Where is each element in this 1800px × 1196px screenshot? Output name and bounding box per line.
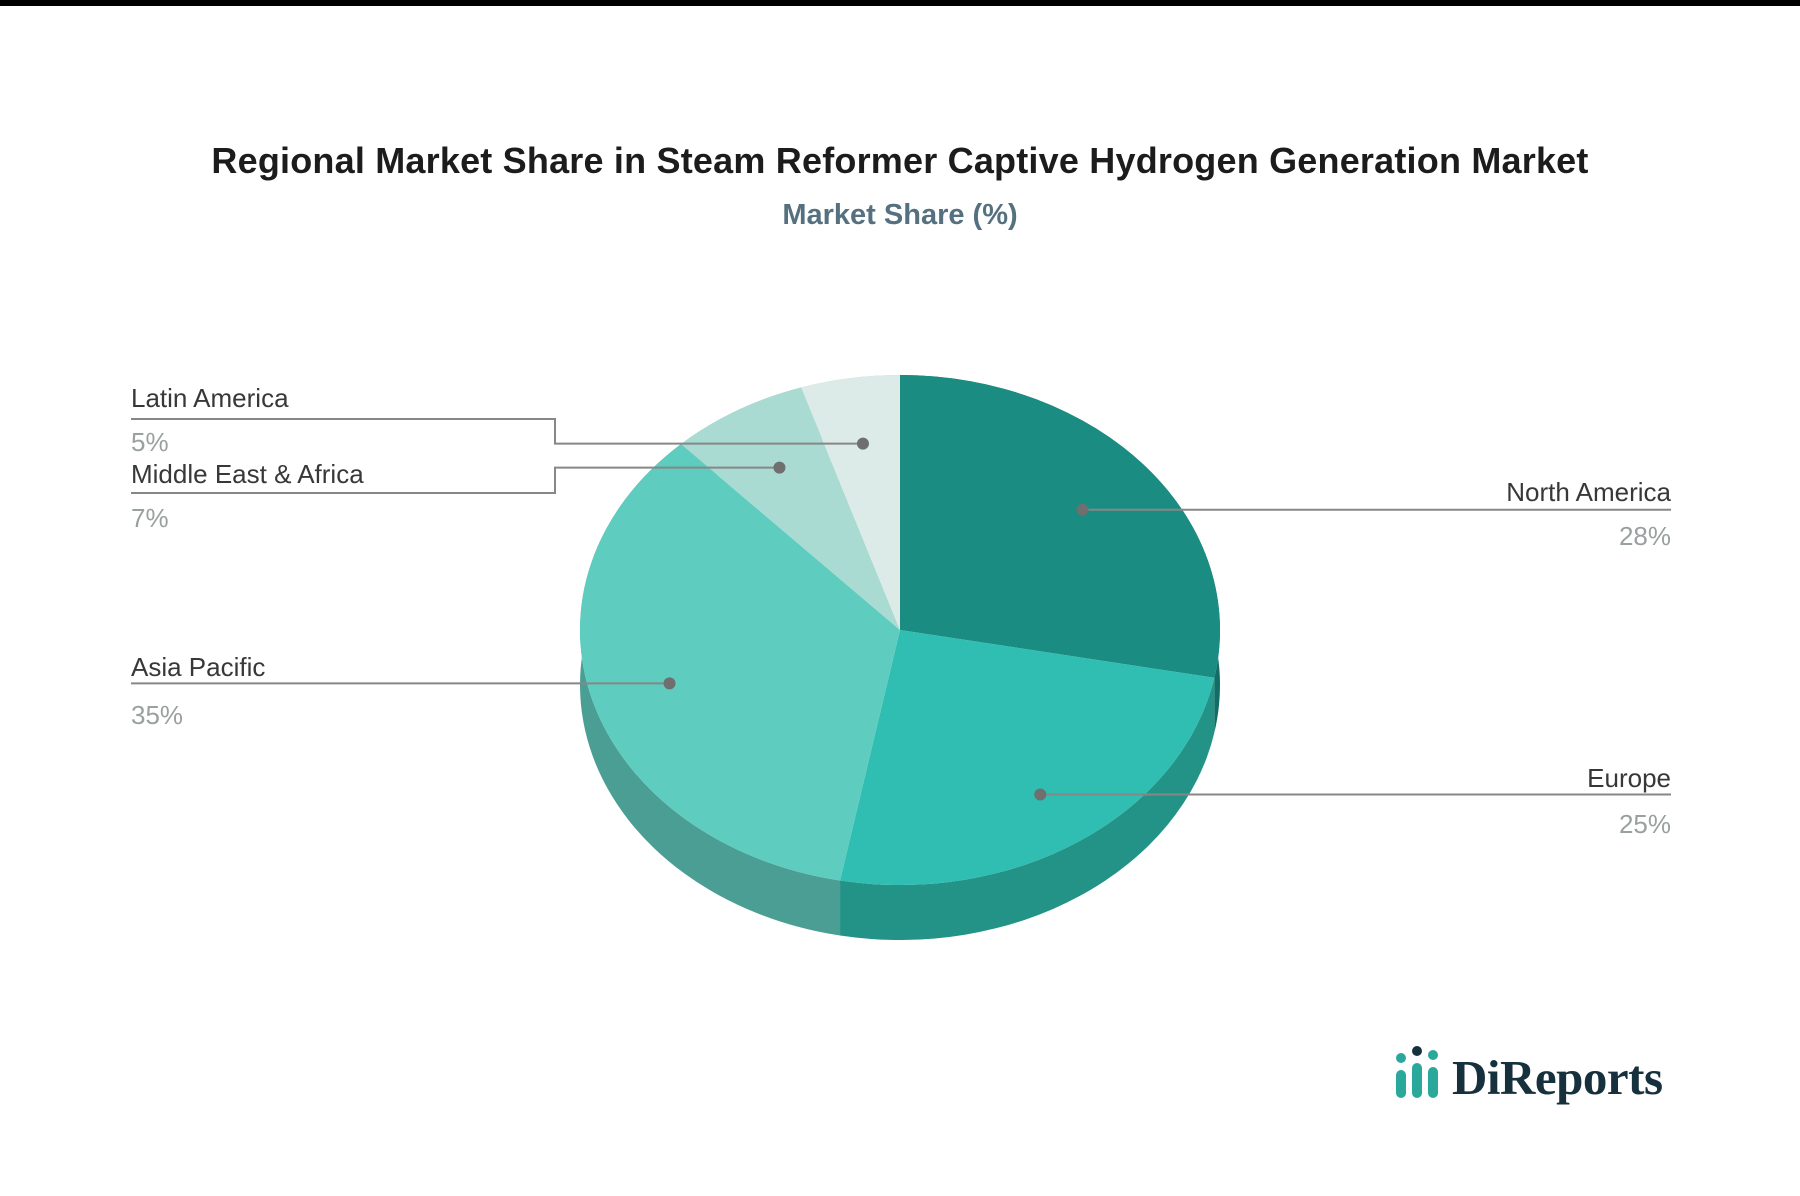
chart-subtitle: Market Share (%): [782, 199, 1018, 231]
slice-label-latin-america: Latin America: [131, 383, 289, 413]
logo: DiReports: [1392, 1044, 1663, 1105]
pie-slice-europe: [840, 630, 1215, 886]
leader-dot-asia-pacific: [663, 677, 676, 690]
bar-chart-icon: [1396, 1046, 1438, 1098]
top-border-bar: [0, 0, 1800, 6]
slice-value-europe: 25%: [1618, 809, 1671, 839]
leader-line-latin-america: [131, 418, 863, 445]
slice-value-asia-pacific: 35%: [131, 700, 184, 730]
pie-slice-middle-east-africa: [680, 387, 900, 630]
chart-title: Regional Market Share in Steam Reformer …: [211, 140, 1589, 181]
leader-dot-latin-america: [856, 437, 869, 450]
slice-label-europe: Europe: [1587, 763, 1671, 793]
leader-dot-north-america: [1076, 503, 1089, 516]
pie-slice-side-europe: [840, 677, 1215, 940]
pie-slice-north-america: [900, 375, 1220, 678]
slice-label-middle-east-africa: Middle East & Africa: [131, 459, 364, 489]
leader-dot-europe: [1034, 788, 1047, 801]
leader-line-middle-east-africa: [131, 466, 780, 494]
pie-slice-asia-pacific: [579, 444, 900, 881]
pie-slice-side-asia-pacific: [579, 444, 841, 936]
slice-value-latin-america: 5%: [131, 427, 169, 457]
leader-dot-middle-east-africa: [773, 461, 786, 474]
slice-value-north-america: 28%: [1618, 521, 1671, 551]
slice-label-north-america: North America: [1506, 477, 1671, 507]
pie-slice-latin-america: [801, 375, 900, 630]
slice-value-middle-east-africa: 7%: [131, 503, 169, 533]
logo-text: DiReports: [1452, 1049, 1663, 1105]
slice-label-asia-pacific: Asia Pacific: [131, 652, 266, 682]
